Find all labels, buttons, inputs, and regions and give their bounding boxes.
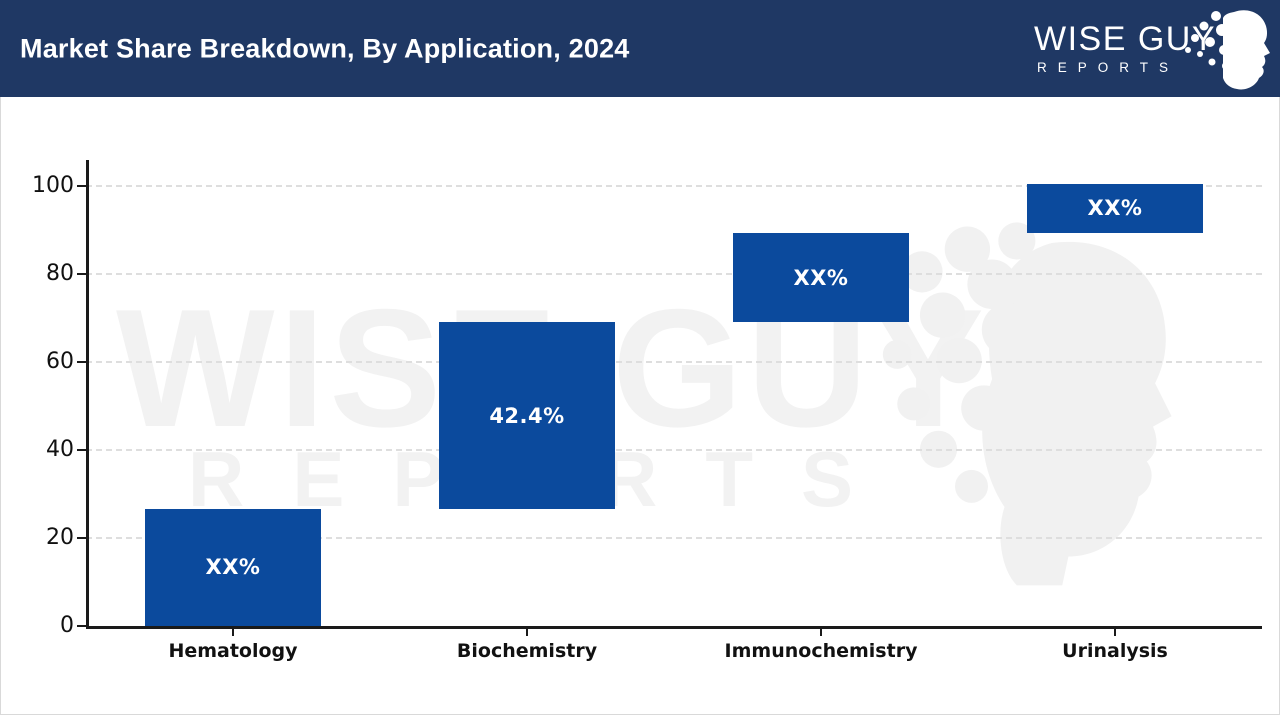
brand-name: WISE GUY <box>1034 20 1217 58</box>
y-tick-label-80: 80 <box>46 261 74 286</box>
category-label-immunochemistry: Immunochemistry <box>724 640 918 662</box>
y-tick-80 <box>77 272 86 276</box>
x-tick-urinalysis <box>1113 628 1117 636</box>
y-tick-label-20: 20 <box>46 525 74 550</box>
brand-subname: REPORTS <box>1037 60 1180 75</box>
bar-hematology: XX% <box>145 508 321 626</box>
gridline-80 <box>86 273 1262 275</box>
y-tick-40 <box>77 448 86 452</box>
x-axis-line <box>86 626 1262 629</box>
bar-value-label-hematology: XX% <box>205 555 261 580</box>
x-tick-immunochemistry <box>819 628 823 636</box>
y-tick-100 <box>77 184 86 188</box>
header-bar: Market Share Breakdown, By Application, … <box>0 0 1280 97</box>
x-tick-biochemistry <box>525 628 529 636</box>
y-tick-label-40: 40 <box>46 437 74 462</box>
y-tick-label-100: 100 <box>32 173 74 198</box>
gridline-40 <box>86 449 1262 451</box>
bar-value-label-immunochemistry: XX% <box>793 265 849 290</box>
gridline-60 <box>86 361 1262 363</box>
brand-logo: WISE GUY REPORTS <box>1024 0 1274 97</box>
y-axis-line <box>86 160 89 629</box>
category-label-biochemistry: Biochemistry <box>456 640 598 662</box>
gridline-20 <box>86 537 1262 539</box>
y-tick-label-0: 0 <box>60 613 74 638</box>
bar-urinalysis: XX% <box>1027 184 1203 233</box>
face-profile-icon <box>1185 10 1270 90</box>
brand-logo-text: WISE GUY REPORTS <box>1034 22 1216 75</box>
bar-value-label-urinalysis: XX% <box>1087 196 1143 221</box>
y-tick-0 <box>77 624 86 628</box>
page-title: Market Share Breakdown, By Application, … <box>20 33 630 63</box>
y-tick-label-60: 60 <box>46 349 74 374</box>
category-label-urinalysis: Urinalysis <box>1062 640 1168 662</box>
gridline-100 <box>86 185 1262 187</box>
y-tick-20 <box>77 536 86 540</box>
bar-biochemistry: 42.4% <box>439 322 615 509</box>
y-tick-60 <box>77 360 86 364</box>
bar-immunochemistry: XX% <box>733 232 909 323</box>
x-tick-hematology <box>231 628 235 636</box>
bar-value-label-biochemistry: 42.4% <box>489 403 565 428</box>
category-label-hematology: Hematology <box>168 640 298 662</box>
